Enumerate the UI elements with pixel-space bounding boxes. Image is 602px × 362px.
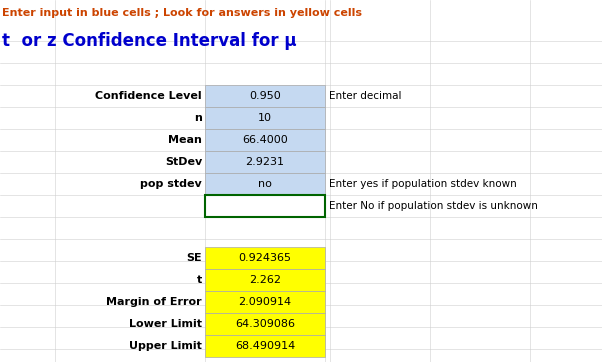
Text: StDev: StDev	[165, 157, 202, 167]
Text: Margin of Error: Margin of Error	[107, 297, 202, 307]
Text: 64.309086: 64.309086	[235, 319, 295, 329]
Text: no: no	[258, 179, 272, 189]
Text: 0.924365: 0.924365	[238, 253, 291, 263]
Bar	[205, 85, 325, 107]
Text: 2.262: 2.262	[249, 275, 281, 285]
Text: t: t	[197, 275, 202, 285]
Text: Mean: Mean	[168, 135, 202, 145]
Bar	[205, 247, 325, 269]
Text: 66.4000: 66.4000	[242, 135, 288, 145]
Text: 2.090914: 2.090914	[238, 297, 291, 307]
Text: SE: SE	[187, 253, 202, 263]
Bar	[205, 313, 325, 335]
Text: 2.9231: 2.9231	[246, 157, 285, 167]
Text: Enter input in blue cells ; Look for answers in yellow cells: Enter input in blue cells ; Look for ans…	[2, 8, 362, 18]
Text: Enter yes if population stdev known: Enter yes if population stdev known	[329, 179, 517, 189]
Text: 68.490914: 68.490914	[235, 341, 295, 351]
Text: Confidence Level: Confidence Level	[95, 91, 202, 101]
Text: pop stdev: pop stdev	[140, 179, 202, 189]
Text: 10: 10	[258, 113, 272, 123]
Text: Enter decimal: Enter decimal	[329, 91, 402, 101]
Text: n: n	[194, 113, 202, 123]
Bar	[205, 173, 325, 195]
Bar	[205, 129, 325, 151]
Bar	[205, 151, 325, 173]
Text: Lower Limit: Lower Limit	[129, 319, 202, 329]
Bar	[205, 195, 325, 217]
Text: Upper Limit: Upper Limit	[129, 341, 202, 351]
Text: Enter No if population stdev is unknown: Enter No if population stdev is unknown	[329, 201, 538, 211]
Text: t  or z Confidence Interval for μ: t or z Confidence Interval for μ	[2, 32, 297, 50]
Bar	[205, 107, 325, 129]
Bar	[205, 269, 325, 291]
Text: 0.950: 0.950	[249, 91, 281, 101]
Bar	[205, 291, 325, 313]
Bar	[205, 335, 325, 357]
